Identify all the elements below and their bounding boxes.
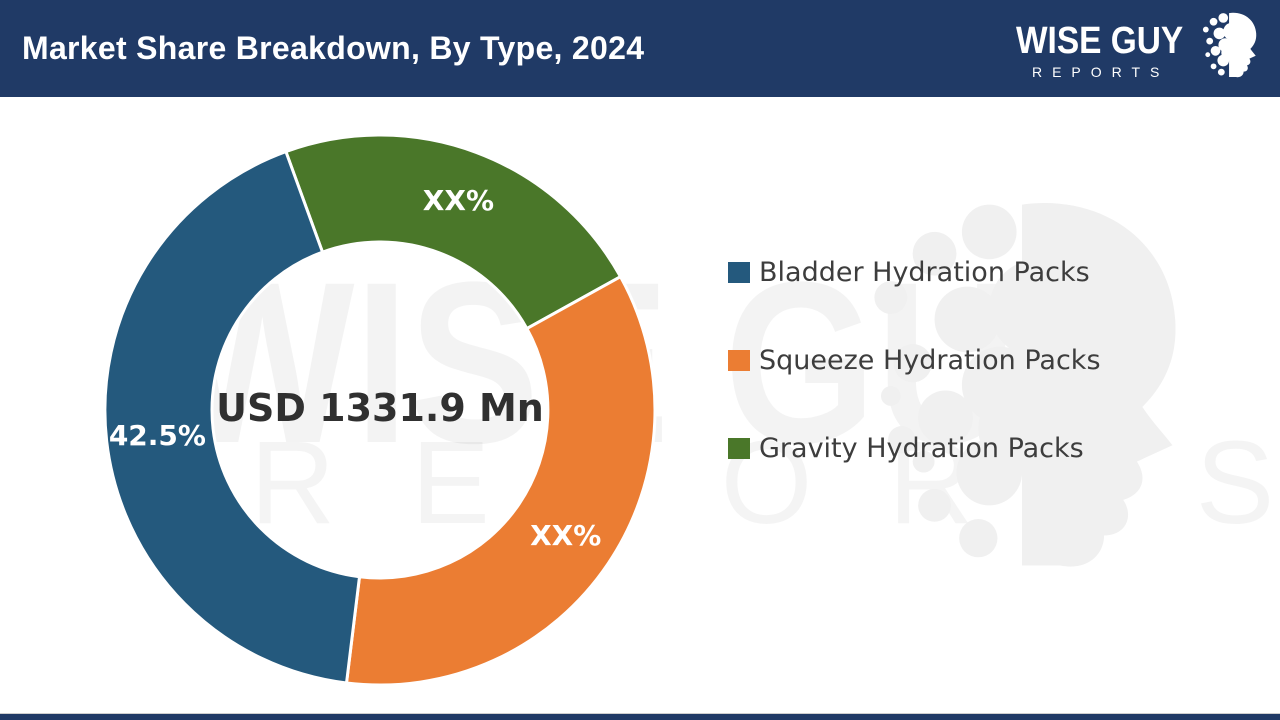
donut-segment-squeeze-hydration-packs bbox=[345, 275, 657, 687]
legend-label-gravity: Gravity Hydration Packs bbox=[759, 432, 1084, 464]
legend-label-bladder: Bladder Hydration Packs bbox=[759, 256, 1090, 288]
legend-item-gravity-hydration-packs: Gravity Hydration Packs bbox=[728, 432, 1101, 464]
chart-legend: Bladder Hydration Packs Squeeze Hydratio… bbox=[728, 256, 1101, 464]
segment-percентage-label: 42.5% bbox=[109, 419, 206, 452]
wiseguy-logo: WISE GUY REPORTS bbox=[1016, 10, 1262, 82]
legend-swatch-squeeze-icon bbox=[728, 349, 750, 371]
wiseguy-face-icon bbox=[1202, 12, 1257, 78]
legend-swatch-gravity-icon bbox=[728, 437, 750, 459]
logo-wordmark: WISE GUY bbox=[1015, 20, 1184, 62]
donut-segment-bladder-hydration-packs bbox=[103, 150, 361, 685]
legend-label-squeeze: Squeeze Hydration Packs bbox=[759, 344, 1101, 376]
page-title: Market Share Breakdown, By Type, 2024 bbox=[22, 30, 645, 66]
legend-item-squeeze-hydration-packs: Squeeze Hydration Packs bbox=[728, 344, 1101, 376]
segment-percентage-label: XX% bbox=[530, 519, 601, 552]
donut-segment-gravity-hydration-packs bbox=[284, 133, 622, 331]
logo-subtitle: REPORTS bbox=[1031, 64, 1170, 80]
segment-percентage-label: XX% bbox=[423, 184, 494, 217]
donut-center-value: USD 1331.9 Mn bbox=[216, 386, 544, 430]
donut-chart: XX% XX% 42.5% bbox=[103, 133, 657, 687]
legend-item-bladder-hydration-packs: Bladder Hydration Packs bbox=[728, 256, 1101, 288]
header-bar: Market Share Breakdown, By Type, 2024 WI… bbox=[0, 0, 1280, 97]
legend-swatch-bladder-icon bbox=[728, 261, 750, 283]
watermark-face-icon bbox=[874, 203, 1176, 567]
footer-bar bbox=[0, 714, 1280, 720]
footer-divider bbox=[0, 713, 1280, 714]
